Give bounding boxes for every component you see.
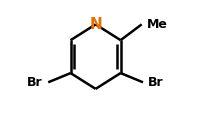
Text: N: N (89, 17, 102, 32)
Text: Br: Br (147, 76, 163, 89)
Text: Me: Me (146, 18, 167, 31)
Text: Br: Br (27, 76, 43, 89)
